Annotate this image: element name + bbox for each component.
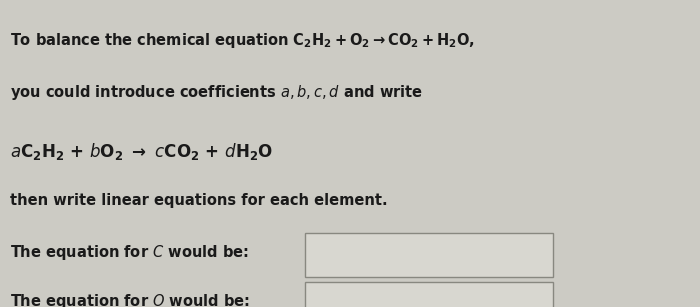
Text: To balance the chemical equation $\mathbf{C_2H_2 + O_2 \rightarrow CO_2 + H_2O,}: To balance the chemical equation $\mathb… — [10, 31, 475, 50]
Text: The equation for $\mathit{O}$ would be:: The equation for $\mathit{O}$ would be: — [10, 292, 251, 307]
Text: $\mathit{a}\mathbf{C_2H_2}$ + $\mathit{b}\mathbf{O_2}$ $\mathbf{\rightarrow}$ $\: $\mathit{a}\mathbf{C_2H_2}$ + $\mathit{b… — [10, 141, 274, 162]
Text: The equation for $\mathit{C}$ would be:: The equation for $\mathit{C}$ would be: — [10, 243, 249, 262]
FancyBboxPatch shape — [304, 282, 553, 307]
FancyBboxPatch shape — [304, 233, 553, 277]
Text: then write linear equations for each element.: then write linear equations for each ele… — [10, 193, 388, 208]
Text: you could introduce coefficients $\mathit{a, b, c, d}$ and write: you could introduce coefficients $\mathi… — [10, 83, 424, 102]
